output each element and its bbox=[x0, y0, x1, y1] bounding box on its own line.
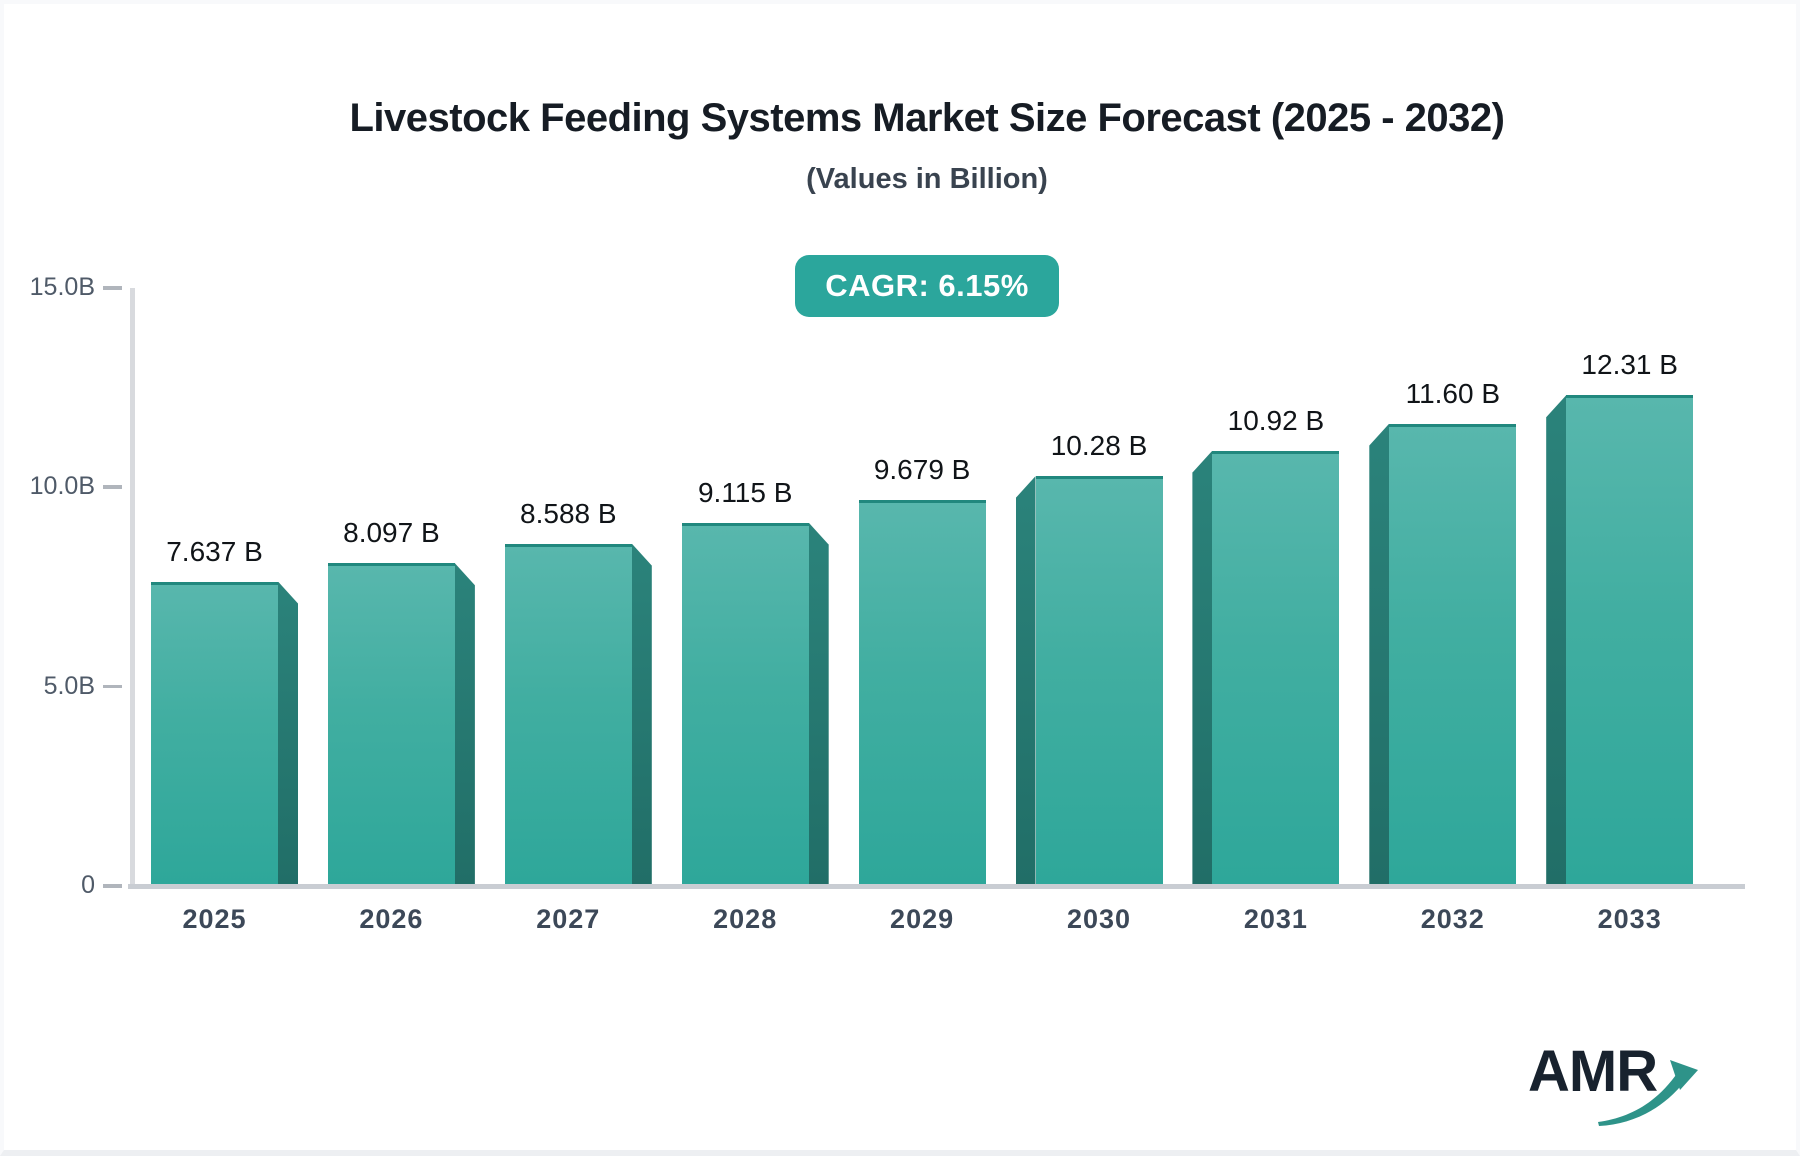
x-tick-label: 2028 bbox=[713, 904, 778, 934]
bar bbox=[1566, 395, 1694, 884]
bar-value-label: 8.097 B bbox=[343, 517, 440, 549]
bar-value-label: 9.679 B bbox=[873, 454, 971, 486]
x-tick-label: 2031 bbox=[1243, 904, 1308, 934]
bar bbox=[1389, 423, 1517, 884]
bar-value-label: 9.115 B bbox=[697, 476, 793, 508]
x-tick-label: 2033 bbox=[1597, 904, 1662, 934]
y-axis-line bbox=[130, 288, 135, 886]
amr-logo-text: AMR bbox=[1528, 1039, 1658, 1104]
amr-logo: AMR bbox=[1528, 1038, 1708, 1128]
bar-value-label: 10.92 B bbox=[1227, 404, 1325, 436]
bar-value-label: 12.31 B bbox=[1581, 349, 1678, 381]
cagr-badge-row: CAGR: 6.15% bbox=[127, 255, 1727, 317]
bar-side bbox=[1369, 423, 1390, 884]
bar-value-label: 7.637 B bbox=[166, 535, 263, 567]
y-tick-dash bbox=[103, 286, 122, 290]
y-tick-label: 0 bbox=[81, 871, 95, 899]
x-tick-label: 2030 bbox=[1066, 904, 1132, 934]
bar-side bbox=[1546, 395, 1567, 884]
x-tick-label: 2026 bbox=[359, 904, 424, 934]
x-axis-line bbox=[128, 884, 1745, 889]
y-tick-dash bbox=[103, 684, 122, 689]
bar bbox=[504, 543, 632, 884]
header: Livestock Feeding Systems Market Size Fo… bbox=[127, 96, 1727, 196]
bar-value-label: 8.588 B bbox=[520, 497, 617, 529]
chart-title: Livestock Feeding Systems Market Size Fo… bbox=[349, 96, 1505, 140]
bar-side bbox=[631, 543, 652, 884]
y-tick-label: 5.0B bbox=[43, 671, 95, 700]
x-tick-label: 2029 bbox=[890, 904, 955, 934]
bar-side bbox=[1192, 450, 1213, 884]
bar-side bbox=[1015, 476, 1036, 884]
x-tick-label: 2032 bbox=[1420, 904, 1485, 934]
bar-value-label: 11.60 B bbox=[1405, 377, 1501, 409]
bar bbox=[151, 581, 278, 884]
y-tick-dash bbox=[103, 884, 122, 888]
x-tick-label: 2027 bbox=[536, 904, 601, 934]
bar bbox=[1212, 450, 1340, 884]
cagr-badge: CAGR: 6.15% bbox=[795, 255, 1059, 317]
bar bbox=[681, 522, 809, 884]
y-tick-label: 15.0B bbox=[29, 273, 95, 301]
chart-subtitle: (Values in Billion) bbox=[806, 163, 1048, 195]
bar-value-label: 10.28 B bbox=[1050, 430, 1148, 462]
bar bbox=[1035, 476, 1163, 884]
y-tick-dash bbox=[103, 485, 122, 489]
x-tick-label: 2025 bbox=[182, 904, 247, 934]
bar bbox=[858, 500, 986, 884]
bar-side bbox=[454, 563, 475, 884]
bar-side bbox=[808, 522, 829, 884]
bar bbox=[327, 563, 455, 884]
bar-side bbox=[278, 581, 298, 884]
y-tick-label: 10.0B bbox=[29, 472, 95, 501]
growth-arrow-icon bbox=[1598, 1060, 1698, 1126]
